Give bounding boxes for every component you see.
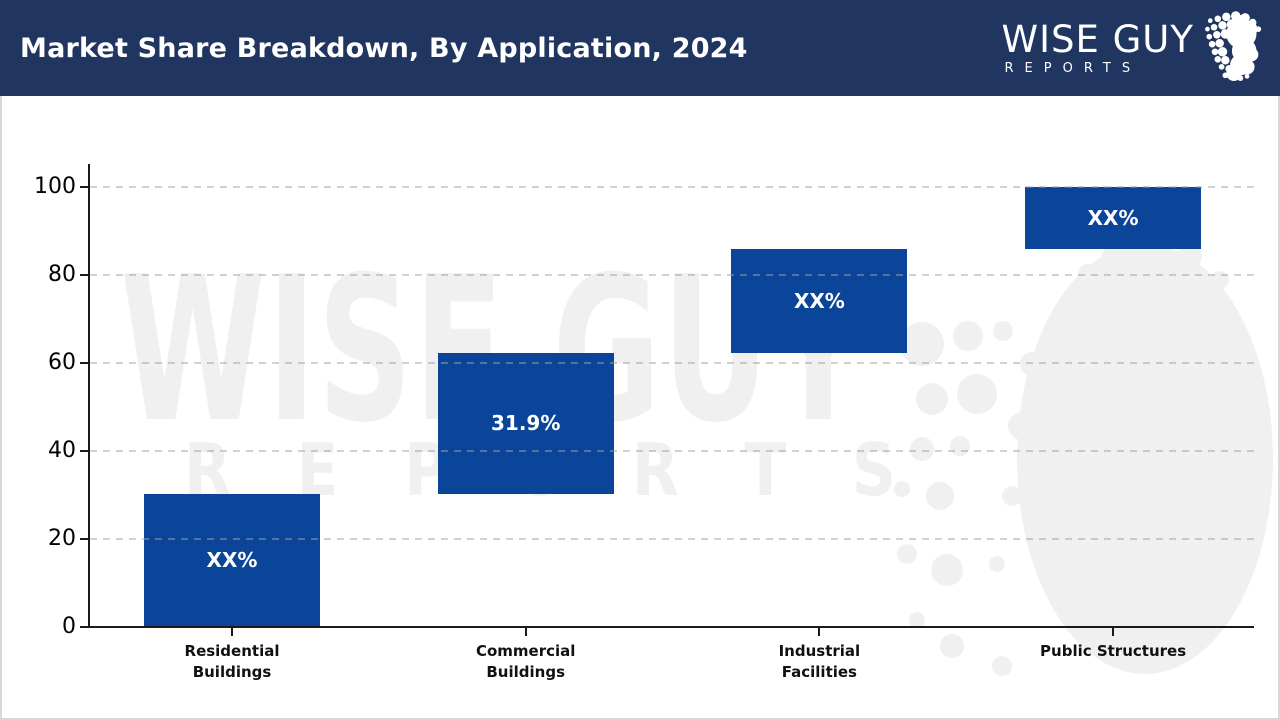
x-category-label-commercial-buildings: Commercial Buildings	[475, 641, 576, 681]
gridline-80	[90, 273, 1254, 276]
y-tick-100	[80, 185, 88, 188]
bar-commercial-buildings: 31.9%	[437, 353, 614, 494]
logo-text: WISE GUY REPORTS	[1002, 21, 1194, 76]
y-tick-label-0: 0	[62, 613, 76, 639]
bar-value-label-public-structures: XX%	[1087, 205, 1139, 230]
bar-value-label-industrial-facilities: XX%	[793, 289, 845, 314]
x-category-label-public-structures: Public Structures	[1040, 641, 1187, 660]
bar-industrial-facilities: XX%	[731, 248, 908, 354]
page-title: Market Share Breakdown, By Application, …	[20, 32, 748, 64]
x-tick-residential-buildings	[231, 627, 233, 636]
bar-residential-buildings: XX%	[144, 493, 320, 627]
watermark-face-icon	[894, 244, 1273, 676]
wiseguy-logo: WISE GUY REPORTS	[1002, 9, 1264, 87]
dotted-face-profile-icon	[1205, 11, 1262, 81]
gridline-100	[90, 185, 1254, 188]
y-tick-40	[80, 449, 88, 452]
gridline-20	[90, 537, 1254, 540]
x-tick-public-structures	[1112, 627, 1115, 636]
y-axis-spine	[88, 164, 90, 628]
y-tick-label-80: 80	[48, 261, 76, 287]
y-tick-20	[80, 537, 88, 540]
bar-value-label-commercial-buildings: 31.9%	[490, 411, 561, 436]
y-tick-80	[80, 273, 88, 276]
y-tick-label-60: 60	[48, 349, 76, 375]
x-category-label-industrial-facilities: Industrial Facilities	[778, 641, 861, 681]
y-tick-label-20: 20	[48, 525, 76, 551]
chart-area: WISE GUY R E P O R T S 020406080100XX%Re…	[0, 96, 1280, 720]
bar-public-structures: XX%	[1025, 186, 1202, 249]
logo-wordmark: WISE GUY	[1001, 17, 1194, 61]
gridline-60	[90, 361, 1254, 364]
logo-subtext: REPORTS	[1004, 60, 1142, 76]
gridline-40	[90, 449, 1254, 452]
y-tick-60	[80, 361, 88, 364]
x-axis-spine	[88, 625, 1254, 628]
y-tick-0	[80, 625, 88, 628]
header: Market Share Breakdown, By Application, …	[0, 0, 1280, 96]
bar-value-label-residential-buildings: XX%	[206, 548, 258, 573]
y-tick-label-40: 40	[48, 437, 76, 463]
x-tick-commercial-buildings	[524, 627, 527, 636]
x-tick-industrial-facilities	[818, 627, 821, 636]
x-category-label-residential-buildings: Residential Buildings	[184, 641, 280, 681]
y-tick-label-100: 100	[34, 173, 76, 199]
